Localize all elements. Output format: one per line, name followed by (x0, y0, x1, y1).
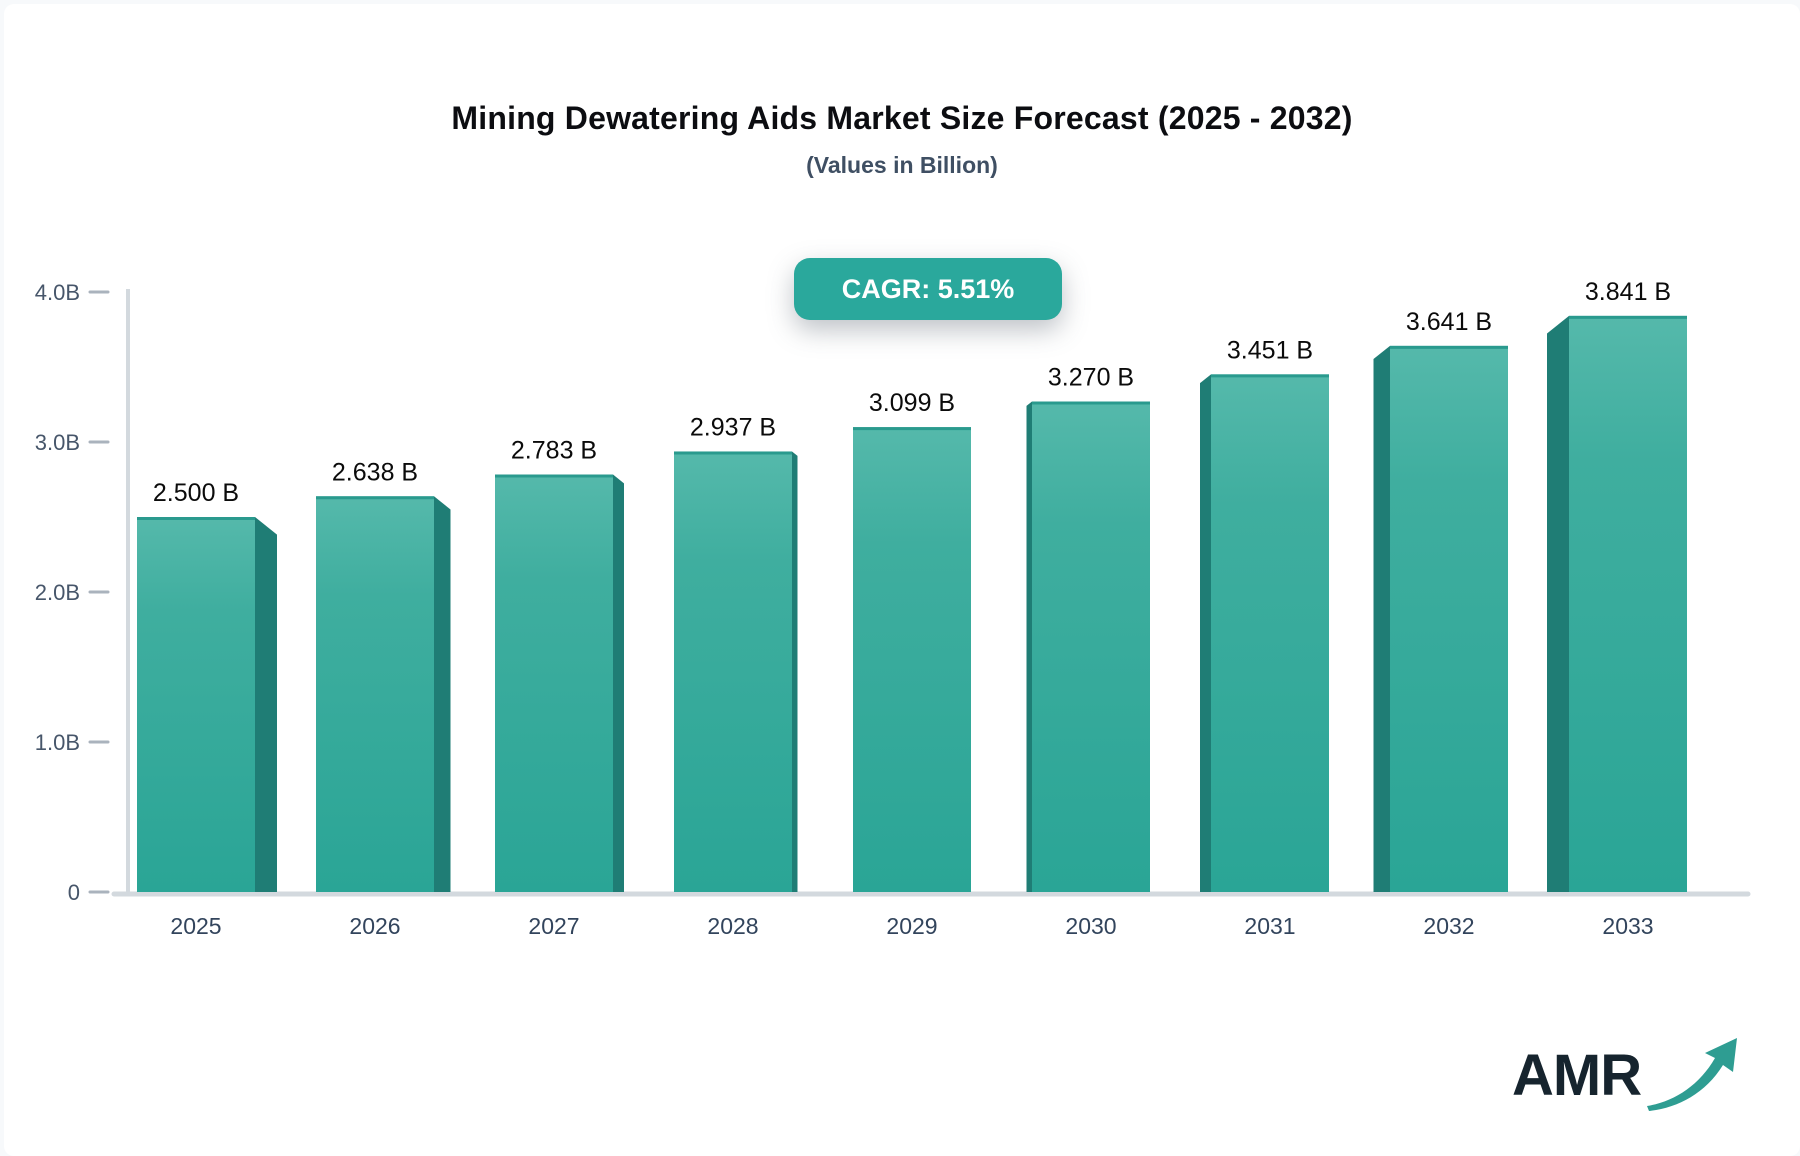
bar-front-face (1032, 401, 1150, 892)
x-tick-label: 2028 (707, 913, 758, 939)
bar-front-face (853, 427, 971, 892)
y-tick-label: 2.0B (35, 580, 80, 605)
x-tick-label: 2032 (1423, 913, 1474, 939)
bar-side-face (255, 517, 277, 892)
bar-value-label: 3.451 B (1227, 336, 1313, 364)
y-tick-label: 0 (68, 880, 80, 905)
y-tick-label: 4.0B (35, 280, 80, 305)
y-tick-label: 3.0B (35, 430, 80, 455)
chart-card: Mining Dewatering Aids Market Size Forec… (4, 4, 1800, 1156)
x-tick-label: 2031 (1244, 913, 1295, 939)
bar-front-face (316, 496, 434, 892)
bar-value-label: 3.270 B (1048, 364, 1134, 392)
bar-value-label: 2.783 B (511, 437, 597, 465)
bar-side-face (1547, 315, 1569, 893)
logo-text: AMR (1512, 1043, 1642, 1108)
cagr-badge: CAGR: 5.51% (794, 258, 1062, 320)
bar-value-label: 2.937 B (690, 413, 776, 441)
bar-side-face (792, 451, 798, 892)
bar-value-label: 3.641 B (1406, 308, 1492, 336)
bar-value-label: 3.099 B (869, 389, 955, 417)
bar-front-face (674, 451, 792, 892)
chart-title: Mining Dewatering Aids Market Size Forec… (451, 100, 1353, 136)
amr-logo: AMR (1512, 1034, 1742, 1124)
bar-value-label: 2.638 B (332, 458, 418, 486)
chart-svg: 0 1.0B 2.0B 3.0B 4.0B 2.500 B 2025 2.638 B 2026 2… (35, 278, 1751, 939)
x-tick-label: 2033 (1602, 913, 1653, 939)
bar-front-face (1211, 374, 1329, 893)
bar-side-face (613, 474, 624, 892)
x-tick-label: 2026 (349, 913, 400, 939)
bar-side-face (1373, 345, 1390, 893)
bar-front-face (495, 474, 613, 892)
growth-arrow-icon (1647, 1038, 1737, 1111)
bar-front-face (1569, 315, 1687, 893)
plot-area: 0 1.0B 2.0B 3.0B 4.0B 2.500 B 2025 2.638 B 2026 2… (35, 278, 1751, 939)
bar-front-face (137, 517, 255, 892)
bar-side-face (1026, 401, 1032, 892)
bar-side-face (434, 496, 451, 892)
bar-side-face (1200, 374, 1211, 893)
chart-subtitle: (Values in Billion) (806, 152, 998, 178)
x-tick-label: 2030 (1065, 913, 1116, 939)
bar-value-label: 2.500 B (153, 479, 239, 507)
x-tick-label: 2029 (886, 913, 937, 939)
y-tick-label: 1.0B (35, 730, 80, 755)
x-tick-label: 2025 (170, 913, 221, 939)
x-tick-label: 2027 (528, 913, 579, 939)
bar-front-face (1390, 345, 1508, 893)
bar-value-label: 3.841 B (1585, 278, 1671, 306)
